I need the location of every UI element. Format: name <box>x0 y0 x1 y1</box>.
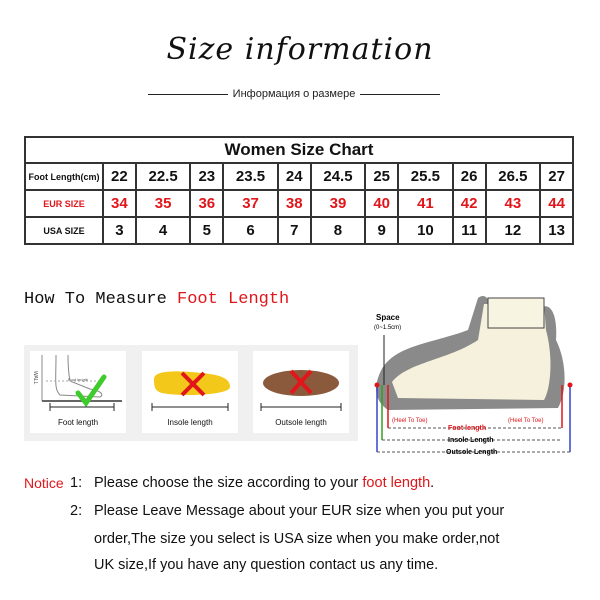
shoe-diagram: Space (0~1.5cm) (Heel To Toe) (Heel To T… <box>374 296 573 456</box>
size-cell: 25 <box>364 162 400 191</box>
size-cell: 22.5 <box>134 162 192 191</box>
insole-length-label: Insole Length <box>448 437 494 444</box>
subtitle: Информация о размере <box>148 88 440 100</box>
size-cell: 6 <box>222 216 279 245</box>
table-row-foot-length: Foot Length(cm) 22 22.5 23 23.5 24 24.5 25 25.5 2… <box>24 162 574 191</box>
foot-illustration: WALL Foot length <box>32 354 122 411</box>
heel-to-toe-right: (Heel To Toe) <box>508 418 543 424</box>
page-title: Size information <box>166 32 434 67</box>
space-range: (0~1.5cm) <box>374 325 401 331</box>
size-cell: 23.5 <box>222 162 279 191</box>
size-cell: 7 <box>276 216 312 245</box>
size-chart-table: Women Size Chart Foot Length(cm) 22 22.5 23… <box>24 136 574 245</box>
size-cell: 35 <box>134 189 192 218</box>
measure-heading: How To Measure Foot Length <box>24 290 289 309</box>
size-cell: 26 <box>451 162 487 191</box>
check-icon <box>75 374 107 408</box>
size-cell: 12 <box>484 216 542 245</box>
insole-illustration <box>151 371 230 411</box>
table-row-usa-size: USA SIZE 3 4 5 6 7 8 9 10 11 12 13 <box>24 216 574 245</box>
size-cell: 36 <box>189 189 225 218</box>
size-cell: 26.5 <box>484 162 542 191</box>
card-foot-length: WALL Foot length Foot length <box>30 351 126 433</box>
caption: Outsole length <box>275 418 327 427</box>
wall-label: WALL <box>32 371 38 385</box>
notice-1-text: Please choose the size according to your <box>94 475 363 491</box>
notice-1: Please choose the size according to your… <box>94 475 434 491</box>
size-cell: 24 <box>276 162 312 191</box>
row-label: EUR SIZE <box>24 189 104 218</box>
size-cell: 23 <box>189 162 225 191</box>
size-cell: 11 <box>451 216 487 245</box>
notice-1-highlight: foot length <box>362 475 431 491</box>
measure-methods-panel: WALL Foot length Foot length Insole leng… <box>24 345 358 441</box>
space-label: Space <box>376 313 400 322</box>
size-chart-title: Women Size Chart <box>24 136 574 164</box>
size-cell: 3 <box>102 216 137 245</box>
size-cell: 41 <box>397 189 454 218</box>
outsole-illustration <box>260 369 342 411</box>
size-cell: 13 <box>539 216 574 245</box>
table-row-eur-size: EUR SIZE 34 35 36 37 38 39 40 41 42 43 44 <box>24 189 574 218</box>
size-cell: 10 <box>397 216 454 245</box>
notice-2-num: 2: <box>70 503 83 519</box>
cross-icon <box>180 371 206 397</box>
outsole-length-label: Outsole Length <box>446 449 497 456</box>
size-cell: 40 <box>364 189 400 218</box>
size-cell: 24.5 <box>309 162 367 191</box>
caption: Insole length <box>167 418 213 427</box>
cross-icon <box>289 369 313 395</box>
card-insole-length: Insole length <box>142 351 238 433</box>
divider <box>148 93 228 95</box>
notice-label: Notice <box>24 475 64 491</box>
size-cell: 37 <box>222 189 279 218</box>
row-label: Foot Length(cm) <box>24 162 104 191</box>
notice-1-num: 1: <box>70 475 83 491</box>
row-label: USA SIZE <box>24 216 104 245</box>
size-cell: 9 <box>364 216 400 245</box>
measure-heading-highlight: Foot Length <box>177 290 290 309</box>
measure-heading-prefix: How To Measure <box>24 290 178 309</box>
size-cell: 4 <box>134 216 192 245</box>
notice-2-line-1: Please Leave Message about your EUR size… <box>94 503 505 519</box>
size-cell: 25.5 <box>397 162 454 191</box>
caption: Foot length <box>57 418 99 427</box>
subtitle-text: Информация о размере <box>232 88 356 100</box>
size-cell: 43 <box>484 189 542 218</box>
size-cell: 39 <box>309 189 367 218</box>
size-cell: 5 <box>189 216 225 245</box>
size-cell: 38 <box>276 189 312 218</box>
size-cell: 27 <box>539 162 574 191</box>
notice-1-tail: . <box>430 475 435 491</box>
divider <box>360 93 440 95</box>
size-cell: 44 <box>539 189 574 218</box>
notice-2-line-3: UK size,If you have any question contact… <box>94 557 439 573</box>
size-cell: 8 <box>309 216 367 245</box>
size-cell: 34 <box>102 189 137 218</box>
card-outsole-length: Outsole length <box>253 351 349 433</box>
heel-to-toe-left: (Heel To Toe) <box>392 418 427 424</box>
foot-length-label: Foot length <box>448 425 486 432</box>
size-cell: 22 <box>102 162 137 191</box>
notice-2-line-2: order,The size you select is USA size wh… <box>94 531 500 547</box>
size-cell: 42 <box>451 189 487 218</box>
inner-foot-label: Foot length <box>68 377 88 382</box>
